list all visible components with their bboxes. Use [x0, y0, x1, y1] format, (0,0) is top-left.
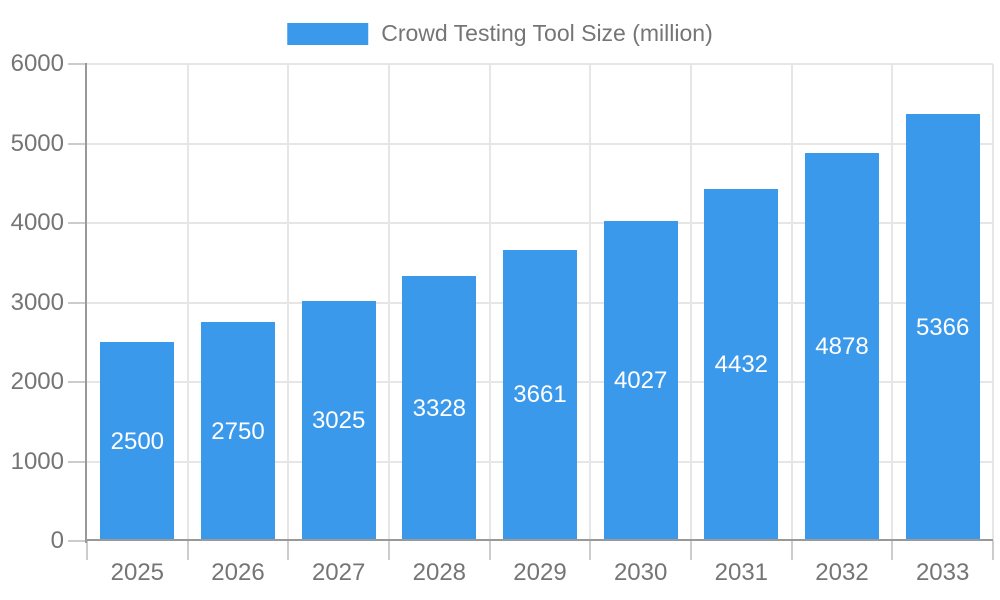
y-tick-label: 4000	[10, 209, 64, 236]
bar-value-label: 3025	[311, 406, 366, 434]
bar-2026[interactable]: 2750	[201, 322, 275, 541]
legend-label: Crowd Testing Tool Size (million)	[381, 20, 713, 46]
x-tick-label: 2029	[513, 559, 567, 586]
y-tick-mark	[68, 142, 86, 145]
h-gridline	[87, 222, 993, 224]
legend-swatch-icon	[287, 22, 369, 45]
y-tick-label: 6000	[10, 50, 64, 77]
bar-value-label: 5366	[915, 313, 970, 341]
y-tick-label: 1000	[10, 447, 64, 475]
y-tick-mark	[68, 460, 86, 463]
bar-2029[interactable]: 3661	[503, 249, 577, 541]
bar-2028[interactable]: 3328	[402, 276, 477, 541]
y-tick-mark	[68, 222, 86, 224]
x-tick-label: 2026	[211, 559, 265, 586]
v-gridline	[488, 64, 491, 541]
x-tick-label: 2032	[815, 559, 869, 586]
bar-value-label: 2500	[110, 427, 165, 455]
x-tick-mark	[992, 541, 994, 560]
v-gridline	[992, 64, 994, 541]
y-tick-mark	[68, 301, 86, 304]
v-gridline	[891, 64, 894, 541]
x-tick-label: 2030	[613, 559, 668, 586]
v-gridline	[287, 64, 290, 541]
x-tick-label: 2028	[412, 559, 467, 586]
bar-2032[interactable]: 4878	[805, 153, 879, 541]
h-gridline	[87, 142, 993, 145]
v-gridline	[186, 64, 189, 541]
v-gridline	[790, 64, 793, 541]
v-gridline	[690, 64, 692, 541]
x-tick-mark	[790, 541, 793, 560]
x-tick-label: 2027	[311, 559, 366, 586]
x-tick-mark	[690, 541, 692, 560]
y-tick-label: 0	[50, 527, 64, 554]
x-axis-line	[85, 539, 993, 541]
y-tick-label: 2000	[10, 368, 64, 395]
y-tick-label: 5000	[10, 129, 64, 157]
bar-value-label: 4027	[613, 366, 668, 394]
v-gridline	[589, 64, 592, 541]
x-tick-mark	[287, 541, 290, 560]
bar-2025[interactable]: 2500	[100, 342, 175, 541]
bar-value-label: 3328	[412, 394, 467, 422]
bar-value-label: 2750	[211, 417, 265, 445]
chart-legend: Crowd Testing Tool Size (million)	[287, 20, 713, 47]
y-tick-mark	[68, 540, 86, 542]
x-tick-mark	[488, 541, 491, 560]
bar-value-label: 4432	[714, 350, 769, 378]
bar-value-label: 3661	[513, 381, 567, 409]
x-tick-mark	[589, 541, 592, 560]
v-gridline	[388, 64, 390, 541]
x-tick-mark	[891, 541, 894, 560]
x-tick-label: 2031	[714, 559, 769, 586]
y-tick-label: 3000	[10, 288, 64, 316]
y-tick-mark	[68, 381, 86, 383]
x-tick-label: 2025	[110, 559, 165, 586]
y-axis-line	[85, 63, 87, 543]
bar-2033[interactable]: 5366	[905, 114, 980, 541]
bar-2027[interactable]: 3025	[301, 300, 376, 541]
bar-2031[interactable]: 4432	[704, 188, 779, 541]
bar-2030[interactable]: 4027	[603, 220, 678, 541]
x-tick-mark	[186, 541, 189, 560]
h-gridline	[87, 63, 993, 65]
x-tick-mark	[388, 541, 390, 560]
bar-value-label: 4878	[815, 333, 869, 361]
y-tick-mark	[68, 63, 86, 65]
x-tick-label: 2033	[915, 559, 970, 586]
x-tick-mark	[86, 541, 88, 560]
